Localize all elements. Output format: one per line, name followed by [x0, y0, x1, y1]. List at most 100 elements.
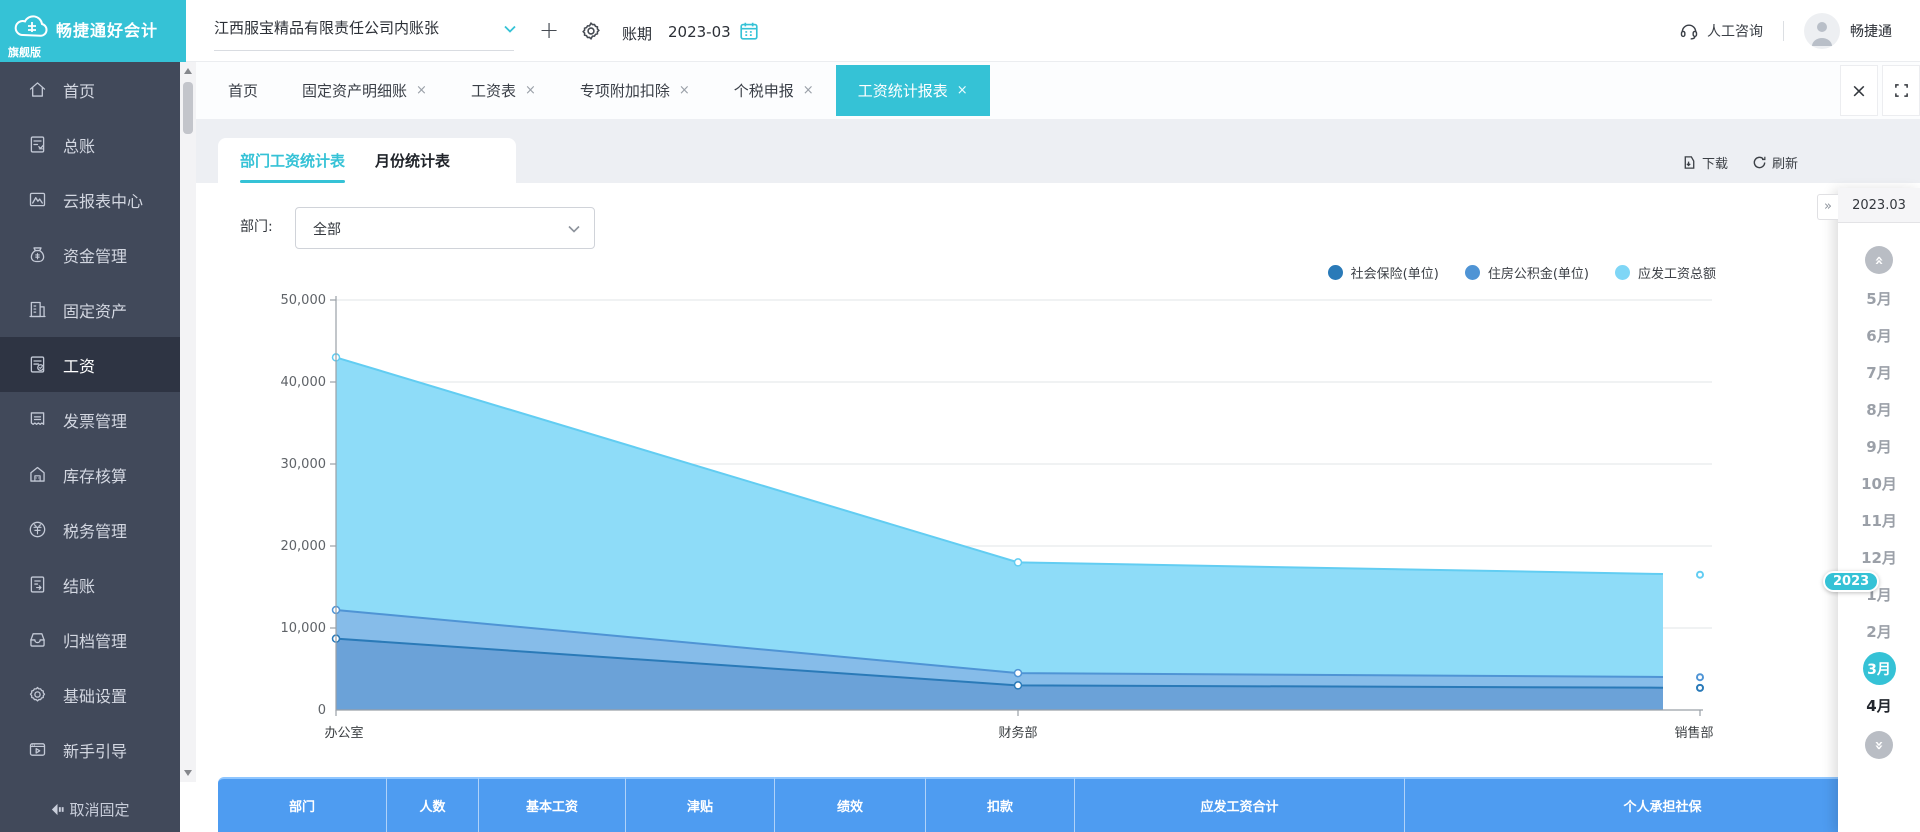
unpin-icon: [52, 803, 65, 816]
scroll-down-arrow[interactable]: [184, 770, 192, 776]
calendar-icon[interactable]: [738, 20, 760, 42]
period-value[interactable]: 2023-03: [668, 23, 731, 41]
person-icon: [1812, 22, 1832, 46]
report-subtab[interactable]: 部门工资统计表: [240, 138, 346, 183]
fullscreen-button[interactable]: [1882, 65, 1920, 116]
user-name[interactable]: 畅捷通: [1850, 24, 1892, 40]
sidebar-item-label: 归档管理: [63, 631, 128, 651]
department-select[interactable]: 全部: [295, 207, 595, 249]
tab-active[interactable]: 工资统计报表 ×: [835, 65, 990, 116]
month-item[interactable]: 11月: [1861, 512, 1897, 530]
collapse-panel-button[interactable]: »: [1817, 194, 1838, 220]
month-item[interactable]: 7月: [1866, 364, 1892, 382]
add-account-button[interactable]: +: [538, 16, 560, 44]
salary-chart: 0 10,000 20,000 30,000 40,000 50,000 办公室 财务部 销售部: [280, 290, 1740, 760]
tab-item[interactable]: 首页: [206, 65, 280, 116]
current-period-title: 2023.03: [1838, 188, 1920, 223]
tab-item[interactable]: 工资表 ×: [449, 65, 558, 116]
period-label: 账期: [622, 25, 653, 43]
table-column-header[interactable]: 部门: [218, 777, 386, 832]
scrollbar-thumb[interactable]: [183, 82, 193, 134]
tab-close-icon[interactable]: ×: [416, 83, 427, 98]
legend-item[interactable]: 应发工资总额: [1614, 263, 1716, 282]
header-right-cluster: 人工咨询 畅捷通: [1679, 0, 1892, 62]
svg-text:销售部: 销售部: [1674, 725, 1713, 741]
tab-close-icon[interactable]: ×: [678, 83, 690, 98]
sidebar-item[interactable]: 云报表中心: [0, 172, 180, 227]
sidebar-item[interactable]: 资金管理: [0, 227, 180, 282]
chevron-down-icon: [568, 225, 580, 233]
close-all-tabs-button[interactable]: ×: [1840, 65, 1878, 116]
month-item[interactable]: 9月: [1866, 438, 1892, 456]
month-item[interactable]: 4月: [1866, 697, 1892, 715]
tab-item[interactable]: 固定资产明细账 ×: [280, 65, 449, 116]
legend-item[interactable]: 社会保险(单位): [1327, 263, 1439, 282]
month-item[interactable]: 3月: [1838, 650, 1920, 687]
header-divider: [1783, 21, 1784, 41]
svg-text:财务部: 财务部: [998, 725, 1037, 741]
table-column-header[interactable]: 绩效: [774, 777, 925, 832]
month-item[interactable]: 6月: [1866, 327, 1892, 345]
table-column-header[interactable]: 人数: [386, 777, 478, 832]
month-item[interactable]: 2月: [1866, 623, 1892, 641]
app-title: 畅捷通好会计: [56, 21, 159, 40]
sidebar-item[interactable]: 总账: [0, 117, 180, 172]
legend-dot: [1464, 265, 1480, 280]
sidebar-item[interactable]: 基础设置: [0, 667, 180, 722]
tab-item[interactable]: 个税申报 ×: [712, 65, 836, 116]
year-badge: 2023: [1823, 571, 1880, 592]
legend-item[interactable]: 住房公积金(单位): [1464, 263, 1589, 282]
download-button[interactable]: 下载: [1682, 153, 1728, 172]
headset-icon[interactable]: [1679, 21, 1699, 41]
month-item[interactable]: 8月: [1866, 401, 1892, 419]
months-scroll-up-button[interactable]: »: [1865, 246, 1893, 274]
sidebar-item[interactable]: 发票管理: [0, 392, 180, 447]
sidebar-item[interactable]: 新手引导: [0, 722, 180, 777]
svg-text:30,000: 30,000: [281, 457, 327, 472]
cloud-report-icon: [27, 189, 48, 210]
months-scroll-down-button[interactable]: »: [1865, 731, 1893, 759]
tab-label: 工资表: [470, 82, 516, 100]
sidebar-item[interactable]: 归档管理: [0, 612, 180, 667]
table-column-header[interactable]: 津贴: [625, 777, 774, 832]
svg-text:10,000: 10,000: [281, 621, 327, 636]
sidebar-item[interactable]: 结账: [0, 557, 180, 612]
tab-item[interactable]: 专项附加扣除 ×: [558, 65, 712, 116]
sidebar-nav: 首页 总账云报表中心资金管理 固定资产 工资 发票管理 库存核算 税务管理 结账归档管理基础设…: [0, 62, 180, 832]
tab-label: 首页: [228, 82, 259, 100]
refresh-button[interactable]: 刷新: [1752, 153, 1798, 172]
chevron-down-icon: [504, 25, 516, 33]
table-column-header[interactable]: 应发工资合计: [1074, 777, 1404, 832]
fullscreen-icon: [1894, 84, 1908, 97]
tab-close-icon[interactable]: ×: [802, 83, 814, 98]
sidebar-item[interactable]: 库存核算: [0, 447, 180, 502]
tab-label: 个税申报: [733, 82, 794, 100]
sidebar-item[interactable]: 首页: [0, 62, 180, 117]
table-column-header[interactable]: 个人承担社保: [1404, 777, 1920, 832]
sidebar-item[interactable]: 工资: [0, 337, 180, 392]
legend-dot: [1327, 265, 1343, 280]
company-selector[interactable]: 江西服宝精品有限责任公司内账张: [214, 13, 516, 47]
sidebar-item[interactable]: 固定资产: [0, 282, 180, 337]
gear-icon[interactable]: [580, 20, 602, 42]
sidebar-item[interactable]: 税务管理: [0, 502, 180, 557]
scroll-up-arrow[interactable]: [184, 68, 192, 74]
month-item[interactable]: 10月: [1861, 475, 1897, 493]
tab-close-icon[interactable]: ×: [956, 83, 968, 98]
report-subtab[interactable]: 月份统计表: [375, 152, 451, 170]
table-column-header[interactable]: 扣款: [925, 777, 1074, 832]
tab-label: 工资统计报表: [857, 82, 948, 100]
support-link[interactable]: 人工咨询: [1707, 24, 1763, 40]
unpin-sidebar-button[interactable]: 取消固定: [0, 799, 180, 820]
month-item[interactable]: 12月: [1861, 549, 1897, 567]
svg-text:50,000: 50,000: [281, 293, 327, 308]
company-name: 江西服宝精品有限责任公司内账张: [214, 19, 440, 37]
tab-close-icon[interactable]: ×: [524, 83, 536, 98]
sidebar-item-label: 云报表中心: [63, 191, 144, 211]
table-column-header[interactable]: 基本工资: [478, 777, 625, 832]
sidebar-scrollbar[interactable]: [180, 62, 196, 782]
month-item[interactable]: 5月: [1866, 290, 1892, 308]
avatar[interactable]: [1804, 13, 1840, 49]
archive-icon: [27, 629, 48, 650]
